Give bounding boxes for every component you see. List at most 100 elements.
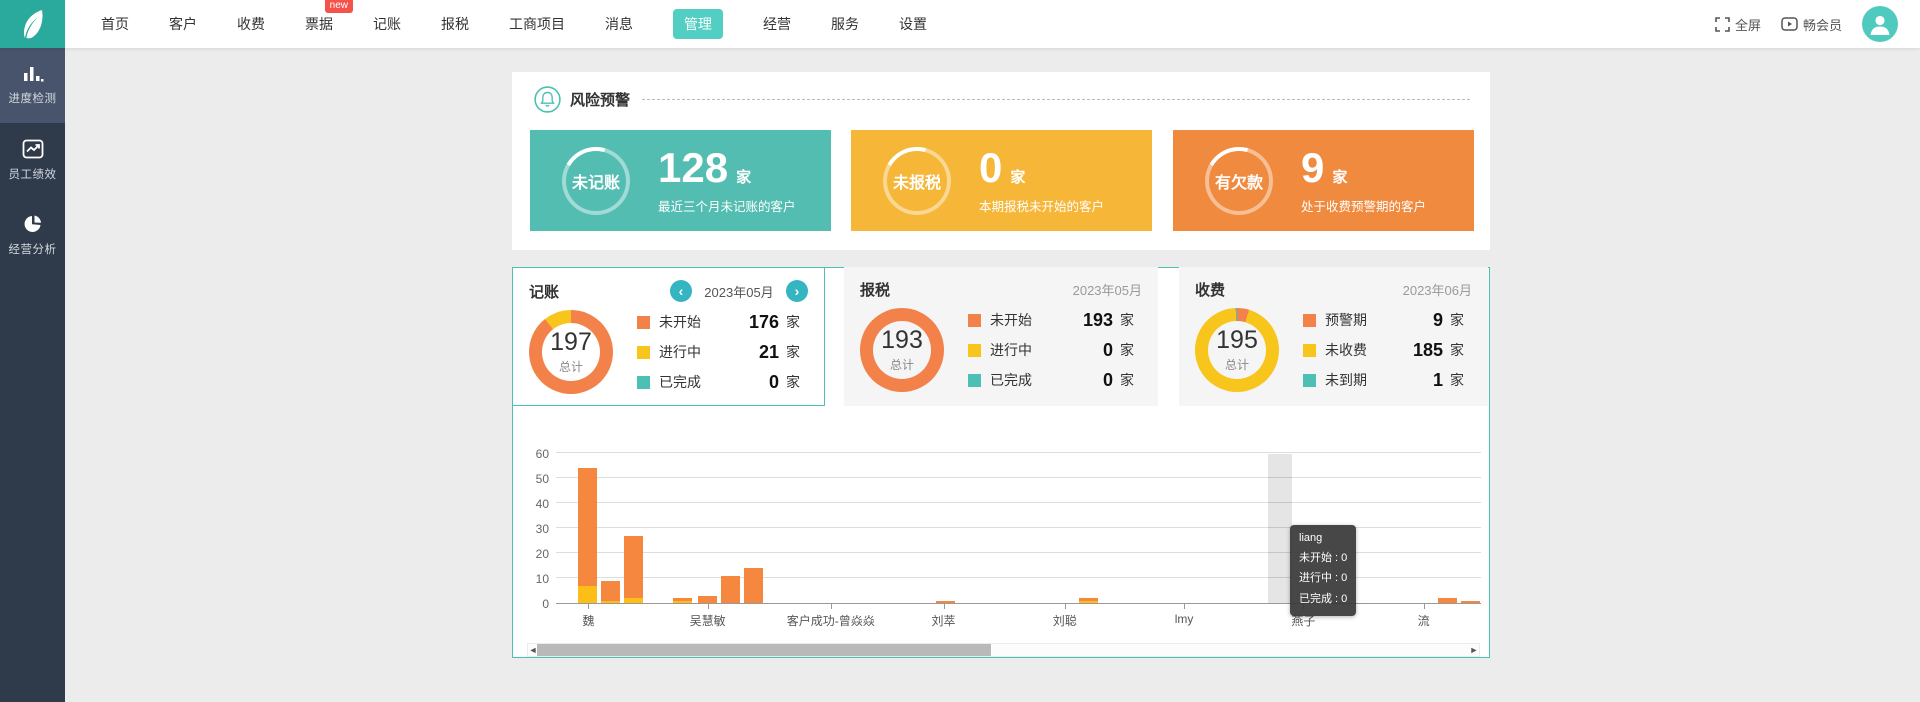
prev-month-button[interactable]: ‹ <box>670 280 692 302</box>
bar-segment <box>1460 600 1480 603</box>
risk-card-arrears[interactable]: 有欠款 9 家 处于收费预警期的客户 <box>1173 130 1474 231</box>
member-button[interactable]: 畅会员 <box>1781 15 1842 34</box>
x-axis-tick <box>1423 604 1425 609</box>
legend-label: 未开始 <box>990 312 1032 328</box>
ring-label: 未报税 <box>887 150 947 211</box>
sidebar-item-staff-performance[interactable]: 员工绩效 <box>0 123 65 198</box>
bar-segment <box>720 575 740 603</box>
summary-card-tax[interactable]: 报税 2023年05月 193 总计 未开始 193 家 进行中 <box>844 267 1158 406</box>
feather-icon <box>18 7 48 41</box>
risk-card-description: 本期报税未开始的客户 <box>979 199 1105 214</box>
donut-total-label: 总计 <box>889 357 914 372</box>
gridline <box>556 577 1481 578</box>
risk-card-value: 128 <box>658 143 729 191</box>
x-axis-tick <box>1184 604 1186 609</box>
member-label: 畅会员 <box>1802 17 1842 33</box>
nav-item-bookkeeping[interactable]: 记账 <box>373 16 401 32</box>
chart-horizontal-scrollbar[interactable]: ◄ ► <box>527 643 1480 657</box>
dashed-divider <box>642 99 1470 100</box>
risk-warning-panel: 风险预警 未记账 128 家 最近三个月未记账的客户 未报税 0 家 <box>512 72 1490 250</box>
x-axis-tick-label: lmy <box>1174 612 1194 626</box>
fullscreen-button[interactable]: 全屏 <box>1715 15 1761 34</box>
user-avatar[interactable] <box>1862 6 1898 42</box>
sidebar-item-business-analysis[interactable]: 经营分析 <box>0 198 65 273</box>
month-navigator: ‹ 2023年05月 › <box>670 280 808 302</box>
nav-item-invoices[interactable]: 票据 new <box>305 0 353 34</box>
summary-card-bookkeeping[interactable]: 记账 ‹ 2023年05月 › 197 总计 未开始 176 家 <box>512 267 825 406</box>
legend-row: 进行中 21 家 <box>637 342 802 363</box>
person-icon <box>1867 11 1893 37</box>
x-axis-tick-label: 刘聪 <box>1052 614 1077 628</box>
legend-label: 进行中 <box>990 342 1032 358</box>
current-month-label: 2023年05月 <box>704 284 774 300</box>
legend-unit: 家 <box>786 314 800 330</box>
sidebar-item-label: 员工绩效 <box>8 169 57 181</box>
legend: 预警期 9 家 未收费 185 家 未到期 1 家 <box>1303 310 1472 391</box>
y-axis-tick-label: 50 <box>535 472 549 486</box>
nav-item-settings[interactable]: 设置 <box>899 16 927 32</box>
bar-segment <box>578 468 598 586</box>
app-logo[interactable] <box>0 0 65 48</box>
nav-item-fees[interactable]: 收费 <box>237 16 265 32</box>
legend-row: 进行中 0 家 <box>968 340 1136 361</box>
donut-total-label: 总计 <box>1224 357 1249 372</box>
nav-item-invoices-label: 票据 <box>305 16 333 32</box>
scroll-right-arrow[interactable]: ► <box>1469 645 1479 655</box>
bar-segment <box>624 535 644 598</box>
x-axis-tick-label: 燕子 <box>1291 614 1316 628</box>
nav-item-operations[interactable]: 经营 <box>763 16 791 32</box>
nav-right-tools: 全屏 畅会员 <box>1715 0 1898 48</box>
y-axis-tick-label: 10 <box>535 572 549 586</box>
nav-item-home[interactable]: 首页 <box>101 16 129 32</box>
ring-label: 未记账 <box>566 150 626 211</box>
legend-unit: 家 <box>1450 342 1464 358</box>
legend-value: 1 <box>1432 369 1443 390</box>
legend-value: 0 <box>1102 369 1113 390</box>
sidebar-item-label: 进度检测 <box>8 93 57 105</box>
sidebar-item-progress-check[interactable]: 进度检测 <box>0 48 65 123</box>
legend-value: 21 <box>758 341 779 362</box>
current-month-label: 2023年06月 <box>1402 283 1472 298</box>
legend-value: 9 <box>1432 309 1443 330</box>
nav-item-business-projects[interactable]: 工商项目 <box>509 16 565 32</box>
summary-card-fees[interactable]: 收费 2023年06月 195 总计 预警期 9 家 未收费 <box>1179 267 1488 406</box>
legend-label: 已完成 <box>990 372 1032 388</box>
legend-row: 预警期 9 家 <box>1303 310 1466 331</box>
nav-item-services[interactable]: 服务 <box>831 16 859 32</box>
x-axis-tick <box>588 604 590 609</box>
fullscreen-icon <box>1715 16 1730 32</box>
legend-label: 未到期 <box>1325 372 1367 388</box>
hover-highlight-band <box>1268 454 1293 603</box>
nav-item-customers[interactable]: 客户 <box>169 16 197 32</box>
legend-row: 已完成 0 家 <box>637 372 802 393</box>
risk-card-untaxed[interactable]: 未报税 0 家 本期报税未开始的客户 <box>851 130 1152 231</box>
legend-swatch <box>637 375 650 389</box>
scroll-left-arrow[interactable]: ◄ <box>528 645 538 655</box>
legend-value: 176 <box>748 311 779 332</box>
x-axis-tick <box>830 604 832 609</box>
scrollbar-thumb[interactable] <box>537 644 991 656</box>
gridline <box>556 477 1481 478</box>
nav-item-tax[interactable]: 报税 <box>441 16 469 32</box>
y-axis-tick-label: 0 <box>542 597 549 611</box>
bar-segment <box>743 568 763 603</box>
legend-row: 未到期 1 家 <box>1303 370 1466 391</box>
nav-item-management[interactable]: 管理 <box>673 9 723 39</box>
nav-item-messages[interactable]: 消息 <box>605 16 633 32</box>
bar-segment <box>578 585 598 603</box>
bar-segment <box>698 595 718 603</box>
top-navbar: 首页 客户 收费 票据 new 记账 报税 工商项目 消息 管理 经营 服务 设置… <box>0 0 1920 48</box>
bar-segment <box>936 600 956 603</box>
main-menu: 首页 客户 收费 票据 new 记账 报税 工商项目 消息 管理 经营 服务 设置 <box>101 0 927 39</box>
risk-warning-header: 风险预警 <box>512 72 1490 113</box>
risk-card-content: 9 家 处于收费预警期的客户 <box>1301 146 1426 215</box>
donut-total-value: 193 <box>881 326 923 355</box>
legend-row: 未开始 193 家 <box>968 310 1136 331</box>
ring-label: 有欠款 <box>1209 150 1269 211</box>
legend-unit: 家 <box>1120 372 1134 388</box>
legend-swatch <box>637 345 650 359</box>
next-month-button[interactable]: › <box>786 280 808 302</box>
legend-label: 进行中 <box>659 344 701 360</box>
risk-card-unbooked[interactable]: 未记账 128 家 最近三个月未记账的客户 <box>530 130 831 231</box>
x-axis-tick-label: 魏 <box>582 614 595 628</box>
